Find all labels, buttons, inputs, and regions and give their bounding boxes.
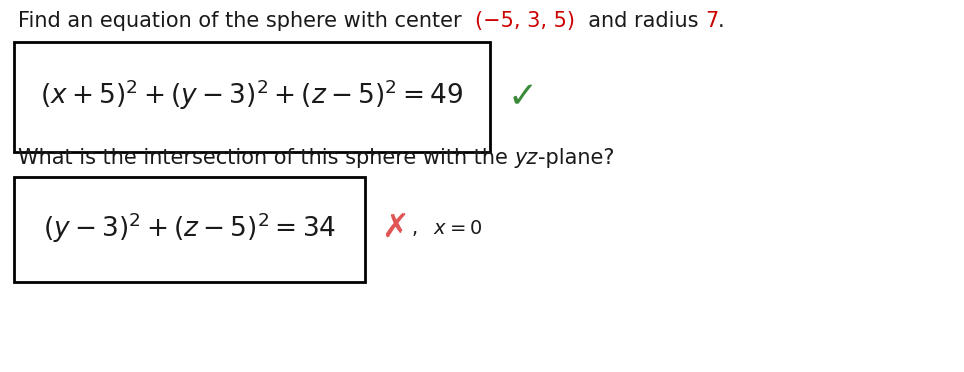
FancyBboxPatch shape	[14, 42, 490, 152]
Text: ✓: ✓	[508, 80, 538, 114]
Text: .: .	[718, 11, 725, 31]
Text: ✗: ✗	[381, 211, 409, 244]
Text: and radius: and radius	[575, 11, 705, 31]
FancyBboxPatch shape	[14, 177, 365, 282]
Text: -plane?: -plane?	[538, 148, 614, 168]
Text: yz: yz	[515, 148, 538, 168]
Text: What is the intersection of this sphere with the: What is the intersection of this sphere …	[18, 148, 515, 168]
Text: 7: 7	[705, 11, 718, 31]
Text: Find an equation of the sphere with center: Find an equation of the sphere with cent…	[18, 11, 475, 31]
Text: $\left(x+5\right)^2+\left(y-3\right)^2+\left(z-5\right)^2=49$: $\left(x+5\right)^2+\left(y-3\right)^2+\…	[40, 78, 464, 112]
Text: $,\ \ x = 0$: $,\ \ x = 0$	[411, 218, 482, 237]
Text: $\left(y-3\right)^2+\left(z-5\right)^2=34$: $\left(y-3\right)^2+\left(z-5\right)^2=3…	[42, 210, 336, 245]
Text: (−5, 3, 5): (−5, 3, 5)	[475, 11, 575, 31]
